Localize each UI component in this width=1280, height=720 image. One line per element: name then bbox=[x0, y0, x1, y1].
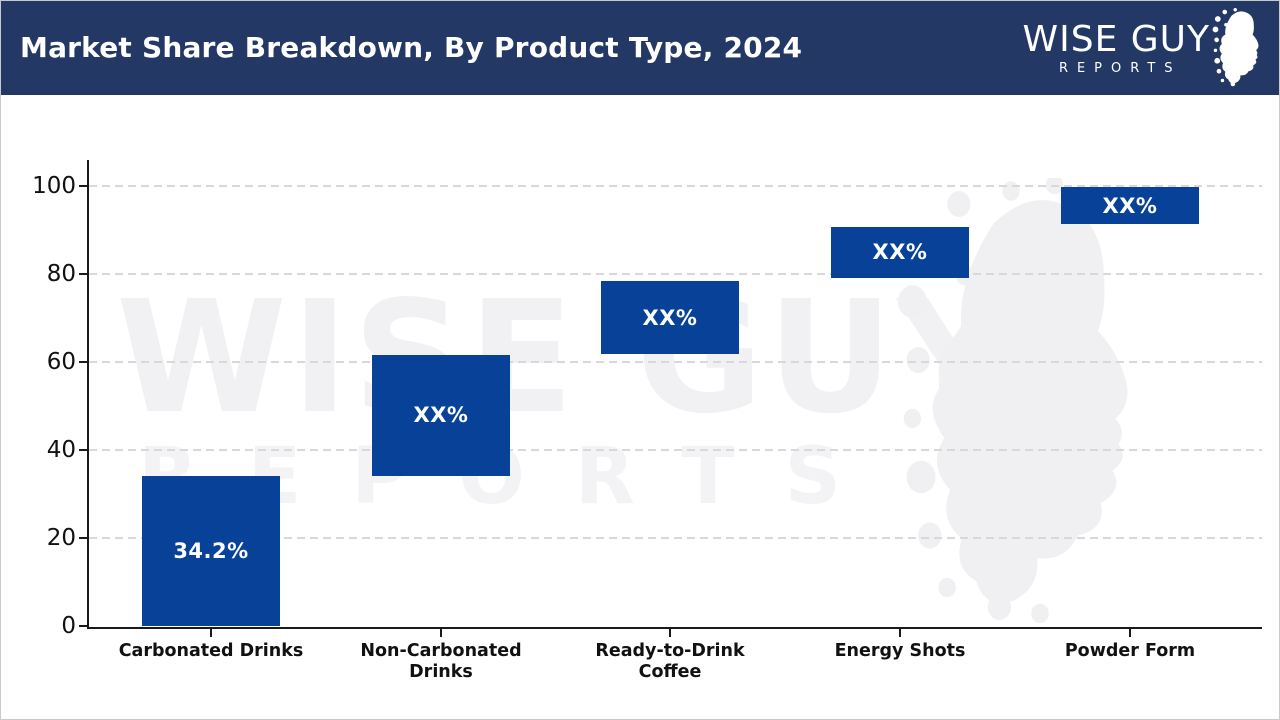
y-tick-label: 60 bbox=[46, 349, 76, 375]
logo-subtitle: REPORTS bbox=[1058, 61, 1182, 76]
logo-wordmark: WISE GUY bbox=[1022, 19, 1210, 60]
bar-non-carbonated-drinks: XX% bbox=[372, 355, 510, 476]
x-axis-line bbox=[87, 627, 1262, 629]
bar-value-label: XX% bbox=[1102, 193, 1158, 218]
y-tick-label: 40 bbox=[46, 437, 76, 463]
gridline-80 bbox=[89, 273, 1262, 275]
logo-face-icon bbox=[1212, 7, 1270, 89]
gridline-100 bbox=[89, 185, 1262, 187]
gridline-40 bbox=[89, 449, 1262, 451]
bar-ready-to-drink-coffee: XX% bbox=[601, 281, 739, 355]
y-tick-label: 0 bbox=[61, 613, 76, 639]
bar-value-label: XX% bbox=[642, 305, 698, 330]
x-category-label: Powder Form bbox=[1064, 641, 1196, 661]
x-category-label: Carbonated Drinks bbox=[118, 641, 304, 661]
x-category-label: Energy Shots bbox=[834, 641, 966, 661]
x-tick-4 bbox=[1129, 629, 1131, 637]
header-band: Market Share Breakdown, By Product Type,… bbox=[0, 0, 1280, 95]
x-tick-1 bbox=[440, 629, 442, 637]
x-tick-3 bbox=[899, 629, 901, 637]
logo-text: WISE GUY REPORTS bbox=[1022, 19, 1211, 77]
x-category-label: Ready-to-Drink Coffee bbox=[595, 641, 745, 682]
y-tick-60 bbox=[79, 361, 87, 363]
x-tick-0 bbox=[210, 629, 212, 637]
y-tick-label: 20 bbox=[46, 525, 76, 551]
y-axis-line bbox=[87, 160, 89, 627]
y-tick-0 bbox=[79, 625, 87, 627]
bar-value-label: XX% bbox=[872, 240, 928, 265]
bar-powder-form: XX% bbox=[1061, 186, 1199, 225]
y-tick-80 bbox=[79, 273, 87, 275]
watermark-wordmark: WISE GUY bbox=[116, 267, 1014, 448]
y-tick-40 bbox=[79, 449, 87, 451]
gridline-20 bbox=[89, 537, 1262, 539]
wise-guy-logo: WISE GUY REPORTS bbox=[1023, 4, 1271, 92]
y-tick-label: 80 bbox=[46, 261, 76, 287]
gridline-60 bbox=[89, 361, 1262, 363]
bar-carbonated-drinks: 34.2% bbox=[142, 475, 280, 626]
y-tick-label: 100 bbox=[32, 173, 76, 199]
bar-energy-shots: XX% bbox=[831, 226, 969, 279]
y-tick-20 bbox=[79, 537, 87, 539]
y-tick-100 bbox=[79, 185, 87, 187]
bar-value-label: XX% bbox=[413, 403, 469, 428]
x-tick-2 bbox=[669, 629, 671, 637]
bar-value-label: 34.2% bbox=[173, 538, 249, 563]
chart-title: Market Share Breakdown, By Product Type,… bbox=[20, 31, 803, 64]
x-category-label: Non-Carbonated Drinks bbox=[360, 641, 522, 682]
